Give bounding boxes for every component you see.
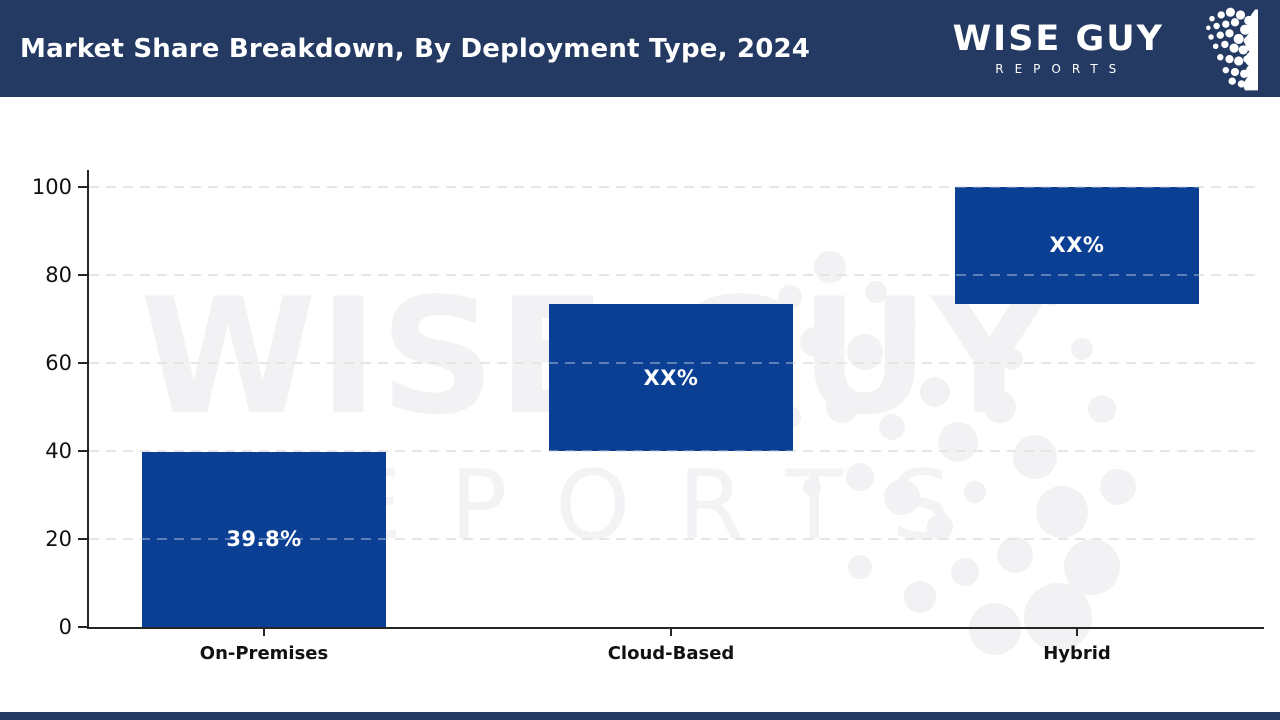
x-category-label: Hybrid [1043, 643, 1111, 664]
chart-area: WISE GUY REPORTS 0 20 40 60 80 100 39.8% On-Pre… [0, 97, 1280, 712]
y-tick-mark [78, 626, 87, 628]
chart-title: Market Share Breakdown, By Deployment Ty… [20, 33, 811, 64]
y-tick-mark [78, 186, 87, 188]
y-tick-label: 80 [45, 263, 72, 287]
gridline [89, 450, 1262, 452]
x-axis-line [87, 627, 1264, 629]
y-tick-mark [78, 274, 87, 276]
wise-guy-logo: WISE GUY REPORTS [953, 7, 1258, 91]
y-tick-label: 20 [45, 527, 72, 551]
x-tick-mark [263, 629, 265, 636]
y-tick-label: 40 [45, 439, 72, 463]
gridline [89, 274, 1262, 276]
y-tick-mark [78, 362, 87, 364]
bar-value-label: XX% [643, 365, 699, 390]
logo-wordmark: WISE GUY [952, 18, 1164, 59]
footer-bar [0, 712, 1280, 720]
bar-hybrid [955, 187, 1199, 304]
x-category-label: Cloud-Based [607, 643, 735, 664]
y-tick-label: 0 [58, 615, 72, 639]
bar-cloud-based [549, 304, 793, 451]
bar-value-label: XX% [1049, 233, 1105, 258]
bar-value-label: 39.8% [226, 527, 302, 552]
gridline-overlay [89, 362, 1262, 364]
x-tick-mark [670, 629, 672, 636]
header-bar: Market Share Breakdown, By Deployment Ty… [0, 0, 1280, 97]
gridline [89, 186, 1262, 188]
x-tick-mark [1076, 629, 1078, 636]
logo-subtitle: REPORTS [995, 61, 1128, 76]
plot-region: 0 20 40 60 80 100 39.8% On-Premises XX% Cloud-Bas… [0, 97, 1280, 712]
x-category-label: On-Premises [199, 643, 329, 664]
bar-on-premises [142, 451, 386, 627]
gridline-overlay [89, 274, 1262, 276]
gridline-overlay [89, 538, 1262, 540]
logo-face-icon [1206, 7, 1258, 90]
gridline [89, 538, 1262, 540]
logo-text: WISE GUY REPORTS [952, 18, 1164, 76]
y-tick-mark [78, 538, 87, 540]
y-tick-label: 60 [45, 351, 72, 375]
gridline-overlay [89, 186, 1262, 188]
y-axis-line [87, 170, 89, 629]
y-tick-mark [78, 450, 87, 452]
y-tick-label: 100 [31, 175, 72, 199]
gridline-overlay [89, 450, 1262, 452]
